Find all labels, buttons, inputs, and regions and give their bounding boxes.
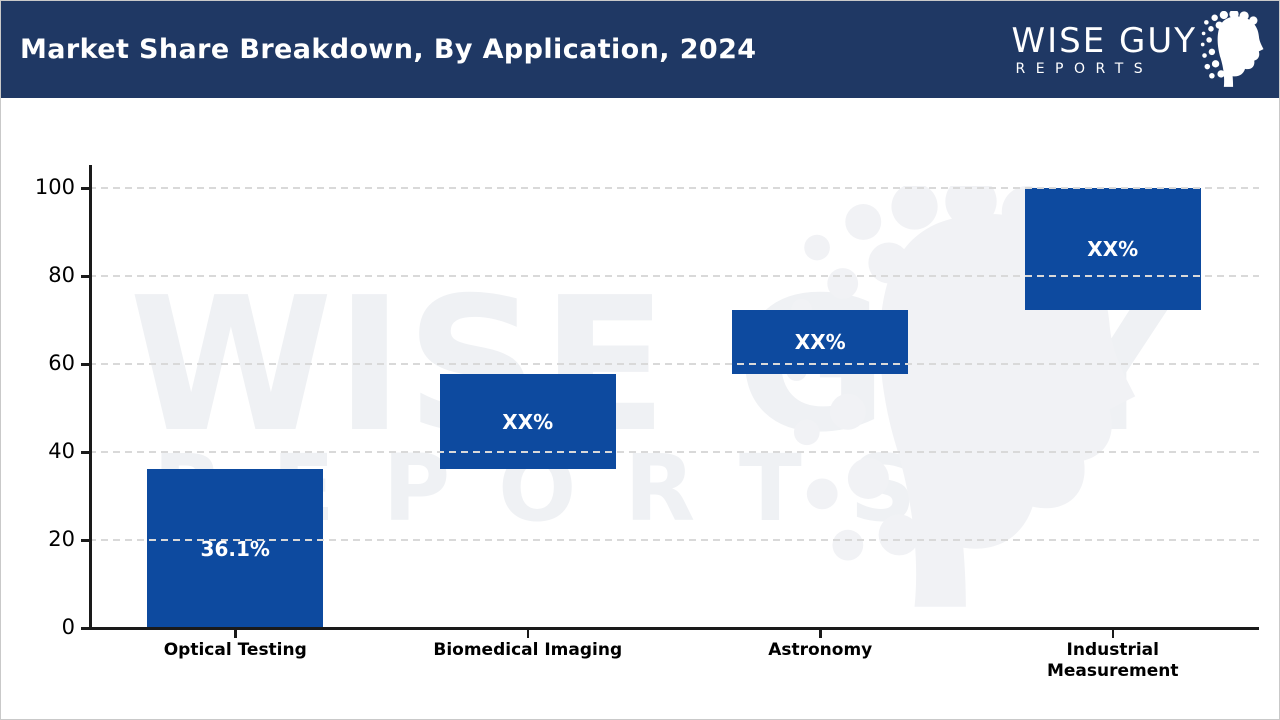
bar-value-label-biomedical-imaging: XX% <box>502 409 554 434</box>
logo-subtitle: REPORTS <box>1015 61 1154 77</box>
gridline-80 <box>89 275 1259 277</box>
y-tick-label-40: 40 <box>48 439 75 463</box>
y-axis-line <box>89 165 92 630</box>
gridline-60 <box>89 363 1259 365</box>
category-label-astronomy: Astronomy <box>768 640 873 660</box>
y-tick-100 <box>81 187 89 190</box>
bar-biomedical-imaging: XX% <box>439 374 616 470</box>
gridline-40 <box>89 451 1259 453</box>
category-label-biomedical-imaging: Biomedical Imaging <box>433 640 623 660</box>
y-tick-label-80: 80 <box>48 263 75 287</box>
bar-value-label-astronomy: XX% <box>794 329 846 354</box>
x-tick-industrial-measurement <box>1111 630 1115 638</box>
y-tick-label-100: 100 <box>34 175 75 199</box>
y-tick-label-20: 20 <box>48 527 75 551</box>
bar-optical-testing: 36.1% <box>147 469 324 628</box>
chart-title: Market Share Breakdown, By Application, … <box>20 34 757 65</box>
y-tick-60 <box>81 363 89 366</box>
bar-industrial-measurement: XX% <box>1024 188 1201 310</box>
category-label-industrial-measurement: Industrial Measurement <box>1046 640 1179 681</box>
x-tick-optical-testing <box>234 630 237 638</box>
y-tick-label-60: 60 <box>48 351 75 375</box>
y-tick-20 <box>81 539 89 542</box>
gridline-100 <box>89 187 1259 189</box>
x-tick-biomedical-imaging <box>526 630 530 638</box>
y-tick-label-0: 0 <box>61 615 75 639</box>
logo-head-icon <box>1200 11 1264 87</box>
x-tick-astronomy <box>819 630 822 638</box>
logo-text: WISE GUY REPORTS <box>1011 24 1197 76</box>
x-axis-line <box>89 627 1259 630</box>
wiseguy-logo: WISE GUY REPORTS <box>1011 7 1269 93</box>
category-label-optical-testing: Optical Testing <box>163 640 307 660</box>
bar-value-label-industrial-measurement: XX% <box>1087 236 1139 261</box>
gridline-20 <box>89 539 1259 541</box>
y-tick-80 <box>81 275 89 278</box>
header-bar: Market Share Breakdown, By Application, … <box>1 1 1279 98</box>
logo-wordmark: WISE GUY <box>1011 21 1197 61</box>
y-tick-0 <box>81 627 89 630</box>
y-tick-40 <box>81 451 89 454</box>
